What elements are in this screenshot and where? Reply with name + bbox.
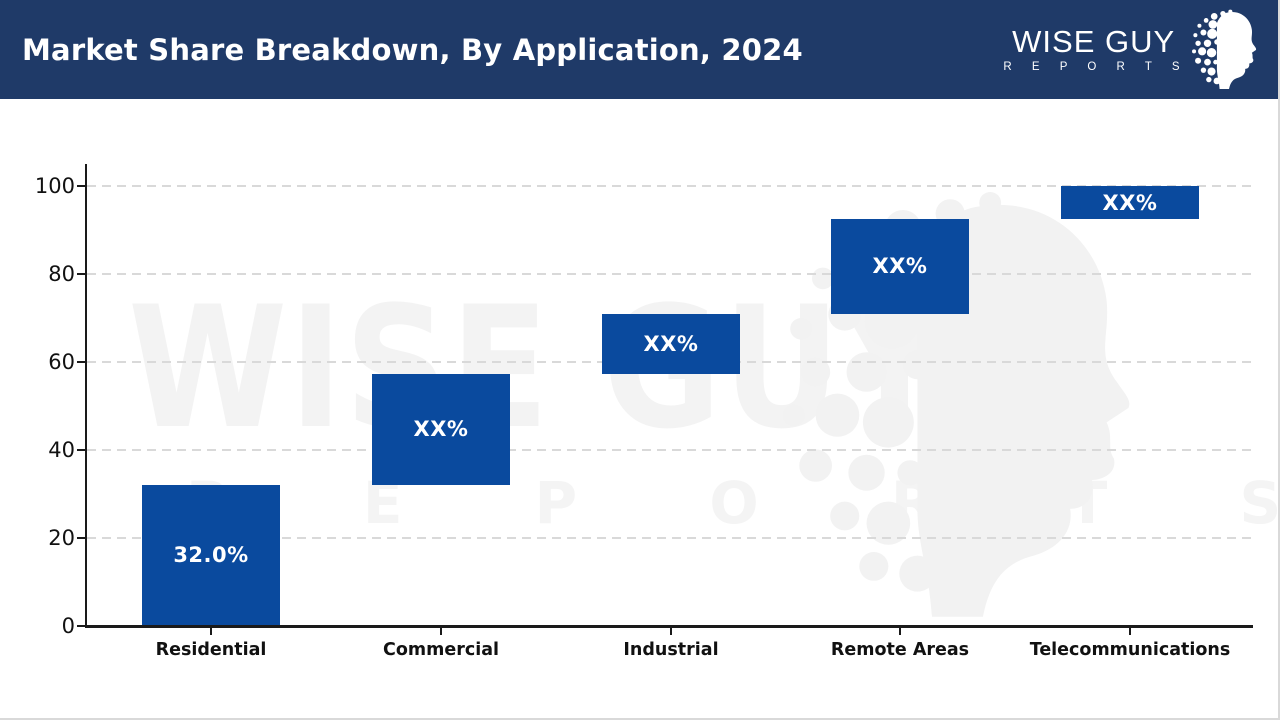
gridline-100	[87, 185, 1253, 188]
bar-remote-areas: XX%	[831, 219, 969, 314]
x-tick-4	[899, 627, 901, 635]
bar-telecommunications: XX%	[1061, 186, 1199, 220]
x-category-label-remote-areas: Remote Areas	[830, 640, 970, 660]
x-category-label-residential: Residential	[155, 640, 267, 660]
y-tick-100	[77, 185, 85, 188]
y-tick-label-0: 0	[61, 613, 75, 638]
x-tick-1	[210, 627, 212, 635]
x-category-label-telecommunications: Telecommunications	[1029, 640, 1231, 660]
y-tick-0	[77, 624, 85, 627]
bar-residential: 32.0%	[142, 484, 280, 626]
gridline-40	[87, 448, 1253, 451]
gridline-80	[87, 272, 1253, 275]
x-category-label-commercial: Commercial	[382, 640, 499, 660]
y-tick-60	[77, 360, 85, 363]
y-tick-label-20: 20	[48, 525, 75, 550]
y-tick-label-100: 100	[34, 174, 75, 199]
y-tick-label-40: 40	[48, 437, 75, 462]
wiseguy-face-icon	[1192, 9, 1257, 90]
wiseguy-logo: WISE GUY R E P O R T S	[999, 6, 1264, 94]
y-tick-label-60: 60	[48, 349, 75, 374]
y-tick-20	[77, 536, 85, 539]
y-axis-line	[85, 164, 87, 627]
logo-text: WISE GUY R E P O R T S	[999, 26, 1188, 74]
y-tick-label-80: 80	[48, 261, 75, 286]
bar-industrial: XX%	[602, 313, 740, 374]
y-tick-80	[77, 272, 85, 275]
header-bar: Market Share Breakdown, By Application, …	[0, 0, 1278, 99]
watermark-line2: R E P O R T S	[186, 469, 1280, 537]
bar-value-label: 32.0%	[173, 543, 249, 568]
logo-subtitle: R E P O R T S	[1003, 61, 1188, 74]
bar-value-label: XX%	[413, 417, 469, 442]
bar-value-label: XX%	[643, 331, 699, 356]
x-tick-5	[1129, 627, 1131, 635]
chart-title: Market Share Breakdown, By Application, …	[22, 32, 803, 67]
bar-value-label: XX%	[1102, 190, 1158, 215]
x-tick-2	[440, 627, 442, 635]
bar-value-label: XX%	[872, 254, 928, 279]
x-axis-line	[85, 625, 1253, 628]
gridline-20	[87, 536, 1253, 539]
y-tick-40	[77, 448, 85, 451]
bar-commercial: XX%	[372, 373, 510, 485]
logo-wordmark: WISE GUY	[1012, 24, 1176, 60]
x-category-label-industrial: Industrial	[623, 640, 719, 660]
x-tick-3	[670, 627, 672, 635]
